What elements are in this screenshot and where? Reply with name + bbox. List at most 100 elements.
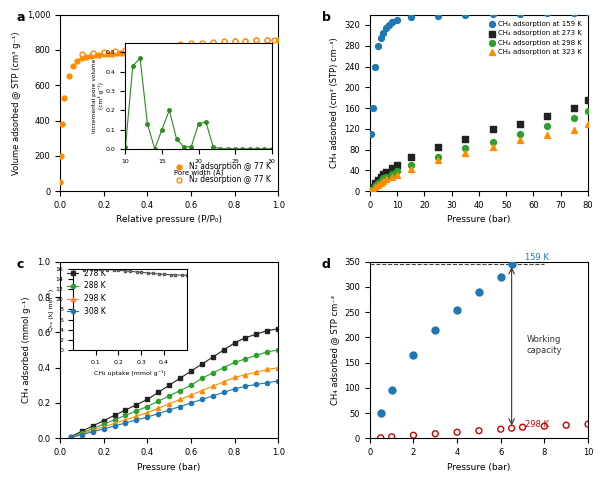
Text: d: d [322,258,331,271]
N₂ adsorption @ 77 K [65,74,73,79]
CH₄ adsorption at 298 K [460,144,470,152]
Point [376,434,386,442]
N₂ desorption @ 77 K [270,37,277,42]
Point [496,273,506,281]
N₂ adsorption @ 77 K [104,51,112,57]
CH₄ adsorption at 159 K [387,19,397,26]
CH₄ adsorption at 323 K [373,181,383,189]
N₂ desorption @ 77 K [143,45,151,51]
CH₄ adsorption at 323 K [376,179,386,187]
CH₄ adsorption at 159 K [376,34,386,42]
CH₄ adsorption at 273 K [370,180,380,187]
308 K [187,400,194,406]
308 K [176,404,184,410]
CH₄ adsorption at 323 K [488,143,497,151]
CH₄ adsorption at 273 K [387,165,397,172]
288 K [242,356,249,362]
CH₄ adsorption at 323 K [433,156,443,164]
CH₄ adsorption at 159 K [583,8,593,16]
N₂ desorption @ 77 K [89,50,97,56]
298 K [78,431,85,437]
X-axis label: Relative pressure (P/P₀): Relative pressure (P/P₀) [116,215,222,225]
CH₄ adsorption at 323 K [542,131,552,139]
CH₄ adsorption at 298 K [433,153,443,161]
N₂ desorption @ 77 K [220,38,227,44]
N₂ desorption @ 77 K [100,49,107,55]
288 K [253,353,260,358]
CH₄ adsorption at 298 K [373,179,383,187]
N₂ desorption @ 77 K [122,47,129,53]
Line: 308 K: 308 K [69,379,280,439]
278 K [242,335,249,340]
CH₄ adsorption at 273 K [373,176,383,184]
CH₄ adsorption at 323 K [583,120,593,128]
308 K [133,417,140,423]
CH₄ adsorption at 298 K [382,173,391,181]
278 K [122,407,129,413]
278 K [220,347,227,353]
CH₄ adsorption at 273 K [406,153,416,161]
308 K [275,378,282,384]
CH₄ adsorption at 159 K [384,21,394,29]
308 K [122,420,129,426]
Point [539,422,549,430]
CH₄ adsorption at 273 K [583,96,593,104]
Point [376,409,386,417]
N₂ adsorption @ 77 K [198,42,205,48]
N₂ desorption @ 77 K [198,39,205,45]
Point [474,427,484,434]
Point [409,431,418,439]
Point [562,421,571,429]
CH₄ adsorption at 323 K [569,126,579,134]
CH₄ adsorption at 273 K [515,120,524,128]
298 K [67,434,74,440]
CH₄ adsorption at 273 K [460,135,470,143]
N₂ adsorption @ 77 K [166,47,173,53]
N₂ adsorption @ 77 K [187,43,194,49]
278 K [176,375,184,381]
N₂ adsorption @ 77 K [74,57,81,63]
CH₄ adsorption at 298 K [376,177,386,185]
CH₄ adsorption at 298 K [379,174,388,182]
308 K [209,393,217,399]
298 K [231,375,238,380]
288 K [100,421,107,427]
Y-axis label: CH₄ adsorbed @ STP cm⁻³: CH₄ adsorbed @ STP cm⁻³ [329,295,338,405]
CH₄ adsorption at 159 K [460,11,470,19]
CH₄ adsorption at 323 K [387,173,397,181]
N₂ adsorption @ 77 K [231,38,238,44]
CH₄ adsorption at 159 K [382,24,391,32]
278 K [231,340,238,346]
N₂ adsorption @ 77 K [56,179,64,185]
CH₄ adsorption at 159 K [488,10,497,18]
288 K [275,347,282,353]
Y-axis label: CH₄ adsorbed (cm³ (STP) cm⁻³): CH₄ adsorbed (cm³ (STP) cm⁻³) [329,37,338,168]
N₂ desorption @ 77 K [187,40,194,46]
N₂ adsorption @ 77 K [61,94,68,100]
298 K [155,405,162,411]
308 K [143,414,151,420]
N₂ adsorption @ 77 K [78,55,85,61]
CH₄ adsorption at 323 K [515,136,524,144]
288 K [176,388,184,393]
298 K [275,365,282,371]
CH₄ adsorption at 298 K [367,186,376,194]
CH₄ adsorption at 273 K [367,186,376,193]
Legend: CH₄ adsorption at 159 K, CH₄ adsorption at 273 K, CH₄ adsorption at 298 K, CH₄ a: CH₄ adsorption at 159 K, CH₄ adsorption … [485,18,584,58]
CH₄ adsorption at 159 K [569,9,579,17]
CH₄ adsorption at 273 K [569,104,579,112]
CH₄ adsorption at 159 K [515,10,524,18]
CH₄ adsorption at 298 K [406,161,416,169]
298 K [209,383,217,389]
CH₄ adsorption at 298 K [488,138,497,146]
CH₄ adsorption at 273 K [542,112,552,120]
X-axis label: Pressure (bar): Pressure (bar) [447,463,511,471]
N₂ adsorption @ 77 K [275,37,282,42]
288 K [166,393,173,399]
N₂ adsorption @ 77 K [263,37,271,43]
N₂ adsorption @ 77 K [155,48,162,54]
Point [430,326,440,334]
298 K [143,410,151,415]
N₂ adsorption @ 77 K [58,153,65,159]
N₂ adsorption @ 77 K [133,49,140,55]
